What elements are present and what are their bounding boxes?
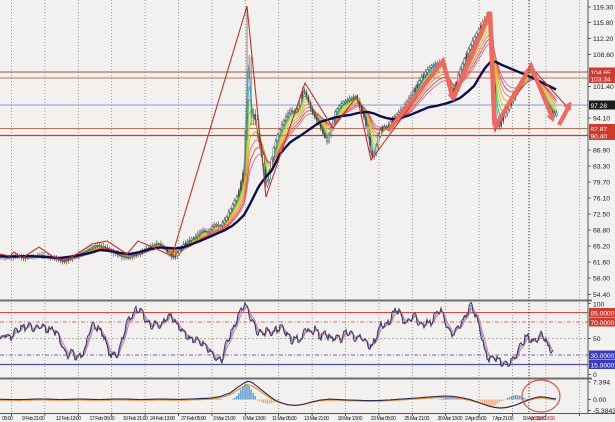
svg-text:101.40: 101.40 — [593, 84, 614, 91]
svg-text:90.40: 90.40 — [591, 133, 608, 140]
svg-text:119.30: 119.30 — [593, 5, 614, 12]
svg-text:19 Feb 21:00: 19 Feb 21:00 — [123, 416, 148, 422]
svg-text:68.80: 68.80 — [593, 228, 610, 235]
svg-text:108.60: 108.60 — [593, 52, 614, 59]
svg-text:05:00: 05:00 — [2, 416, 13, 422]
svg-text:0: 0 — [593, 372, 597, 379]
svg-text:72.50: 72.50 — [593, 212, 610, 219]
svg-text:27 Feb 05:00: 27 Feb 05:00 — [181, 416, 206, 422]
svg-text:70.0000: 70.0000 — [591, 320, 615, 327]
svg-text:30 Mar 13:00: 30 Mar 13:00 — [438, 416, 463, 422]
svg-text:100: 100 — [593, 301, 605, 308]
svg-text:9 Feb 21:00: 9 Feb 21:00 — [22, 416, 45, 422]
svg-text:13 Mar 21:00: 13 Mar 21:00 — [304, 416, 329, 422]
svg-text:6 Mar 13:00: 6 Mar 13:00 — [243, 416, 266, 422]
svg-text:2 Apr 05:00: 2 Apr 05:00 — [465, 416, 487, 422]
svg-text:-5.3843: -5.3843 — [593, 408, 615, 415]
svg-text:92.87: 92.87 — [591, 126, 608, 133]
svg-text:24 Feb 13:00: 24 Feb 13:00 — [150, 416, 175, 422]
svg-text:65.20: 65.20 — [593, 244, 610, 251]
svg-text:115.80: 115.80 — [593, 20, 614, 27]
svg-text:12 Feb 13:00: 12 Feb 13:00 — [56, 416, 81, 422]
svg-text:97.28: 97.28 — [591, 103, 608, 110]
svg-text:15.0000: 15.0000 — [591, 362, 615, 369]
svg-text:112.20: 112.20 — [593, 36, 614, 43]
svg-text:54.40: 54.40 — [593, 292, 610, 299]
svg-text:94.10: 94.10 — [593, 116, 610, 123]
svg-text:104.65: 104.65 — [591, 70, 612, 77]
svg-text:86.90: 86.90 — [593, 148, 610, 155]
svg-text:7.394: 7.394 — [593, 380, 610, 387]
svg-text:30.0000: 30.0000 — [591, 353, 615, 360]
svg-text:18 Mar 13:00: 18 Mar 13:00 — [338, 416, 363, 422]
svg-text:17 Feb 05:00: 17 Feb 05:00 — [90, 416, 115, 422]
svg-text:85.0000: 85.0000 — [591, 310, 615, 317]
svg-text:103.34: 103.34 — [591, 76, 612, 83]
svg-text:76.10: 76.10 — [593, 196, 610, 203]
svg-text:10 Apr 13:00: 10 Apr 13:00 — [531, 416, 555, 422]
svg-text:10 Apr 13:00: 10 Apr 13:00 — [523, 416, 547, 422]
svg-text:7 Apr 21:00: 7 Apr 21:00 — [492, 416, 514, 422]
svg-text:11 Mar 05:00: 11 Mar 05:00 — [272, 416, 297, 422]
svg-text:0.00: 0.00 — [593, 397, 606, 404]
svg-text:58.00: 58.00 — [593, 276, 610, 283]
svg-text:3 Mar 21:00: 3 Mar 21:00 — [213, 416, 236, 422]
svg-text:23 Mar 05:00: 23 Mar 05:00 — [371, 416, 396, 422]
svg-text:83.30: 83.30 — [593, 164, 610, 171]
svg-text:61.60: 61.60 — [593, 260, 610, 267]
svg-text:25 Mar 21:00: 25 Mar 21:00 — [404, 416, 429, 422]
svg-text:50: 50 — [593, 336, 601, 343]
svg-text:79.70: 79.70 — [593, 180, 610, 187]
